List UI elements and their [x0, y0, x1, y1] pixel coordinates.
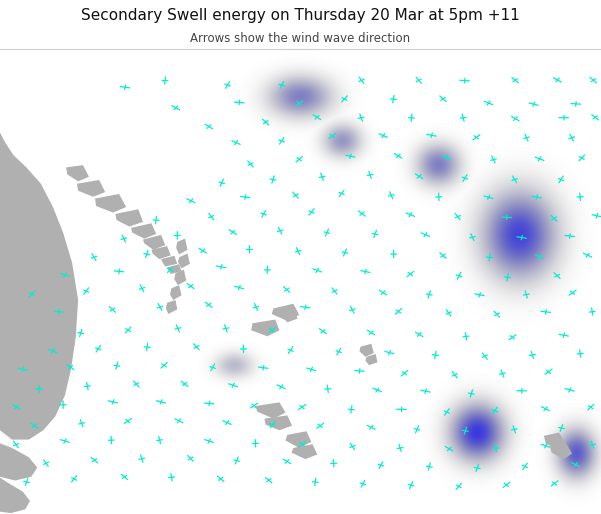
- Polygon shape: [77, 180, 105, 197]
- Polygon shape: [178, 253, 190, 268]
- Polygon shape: [174, 270, 186, 285]
- Polygon shape: [544, 433, 566, 450]
- Polygon shape: [550, 443, 572, 459]
- Polygon shape: [95, 194, 126, 213]
- Polygon shape: [365, 354, 377, 365]
- Polygon shape: [166, 300, 177, 314]
- Polygon shape: [272, 304, 299, 321]
- Polygon shape: [176, 238, 188, 254]
- Text: Secondary Swell energy on Thursday 20 Mar at 5pm +11: Secondary Swell energy on Thursday 20 Ma…: [81, 8, 520, 23]
- Polygon shape: [170, 285, 182, 300]
- Polygon shape: [131, 223, 156, 238]
- Polygon shape: [282, 310, 297, 322]
- Polygon shape: [285, 431, 311, 448]
- Polygon shape: [143, 235, 165, 250]
- Text: Arrows show the wind wave direction: Arrows show the wind wave direction: [191, 31, 410, 45]
- Polygon shape: [255, 402, 285, 418]
- Polygon shape: [115, 209, 143, 227]
- Polygon shape: [151, 246, 171, 259]
- Polygon shape: [0, 96, 78, 439]
- Polygon shape: [251, 320, 279, 336]
- Polygon shape: [359, 344, 374, 357]
- Polygon shape: [167, 264, 182, 274]
- Polygon shape: [161, 256, 177, 267]
- Polygon shape: [264, 415, 292, 430]
- Polygon shape: [291, 444, 317, 459]
- Polygon shape: [0, 477, 30, 513]
- Polygon shape: [66, 165, 89, 181]
- Polygon shape: [0, 442, 37, 481]
